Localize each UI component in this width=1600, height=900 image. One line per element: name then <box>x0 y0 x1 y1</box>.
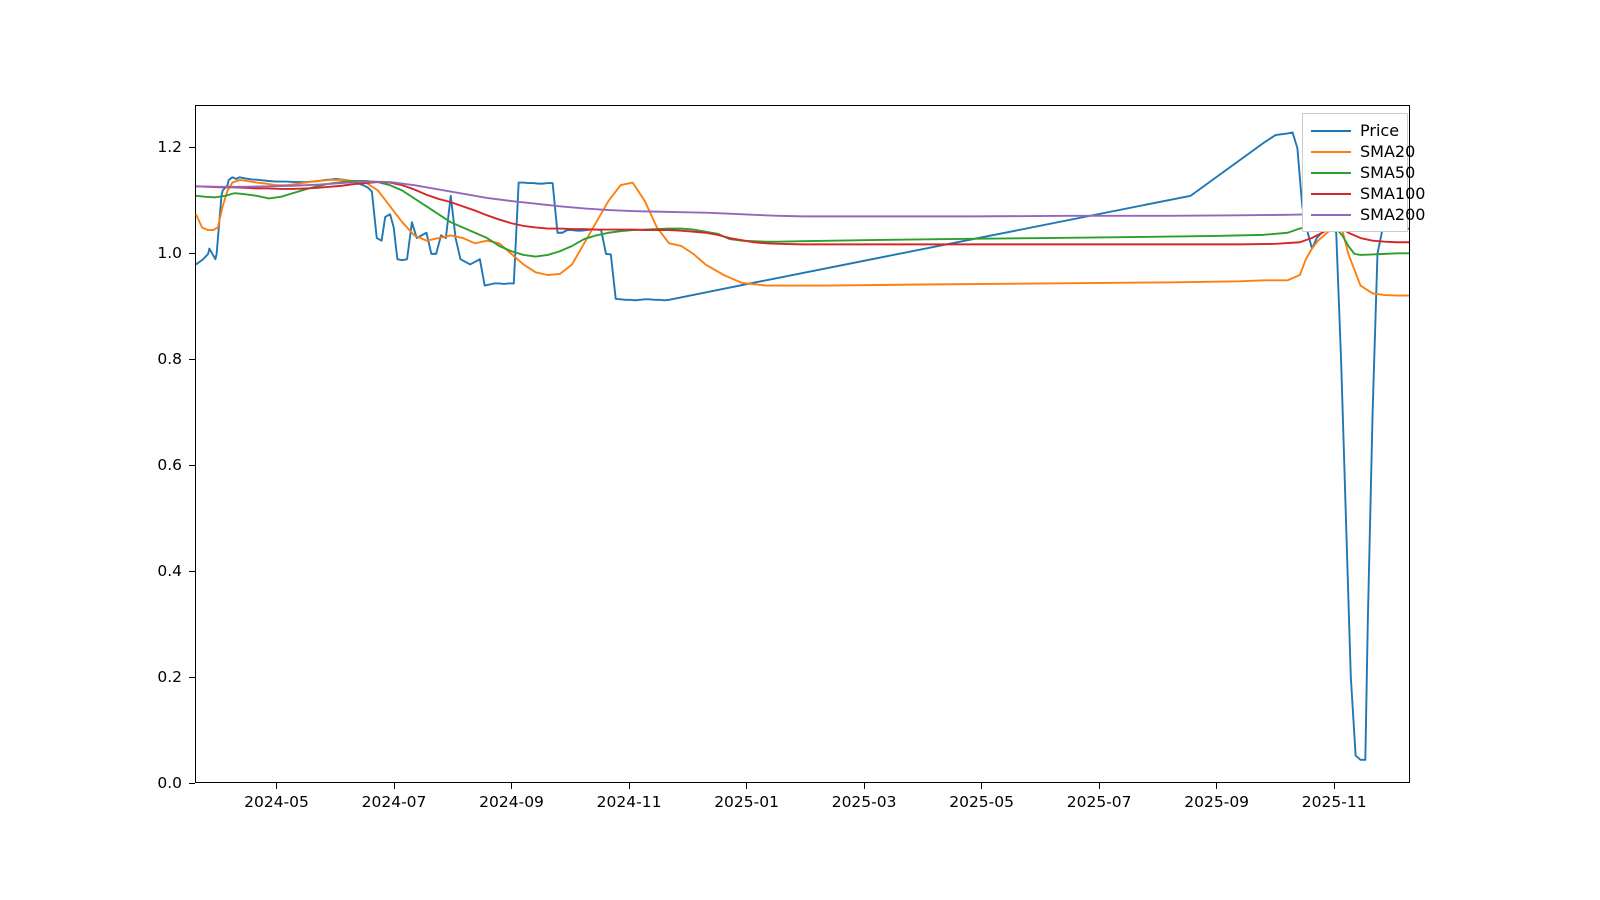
y-tick-label: 0.6 <box>157 456 182 475</box>
x-tick-mark <box>276 783 278 789</box>
x-tick-label: 2025-05 <box>949 793 1014 811</box>
x-tick-label: 2024-09 <box>479 793 544 811</box>
x-tick-mark <box>746 783 748 789</box>
x-tick-mark <box>1098 783 1100 789</box>
series-line-sma200 <box>196 182 1409 217</box>
x-tick-mark <box>1216 783 1218 789</box>
series-line-sma100 <box>196 182 1409 244</box>
y-tick-label: 0.0 <box>157 774 182 792</box>
x-tick-label: 2024-05 <box>244 793 309 811</box>
x-tick-label: 2025-07 <box>1066 793 1132 811</box>
y-tick-mark <box>189 252 195 254</box>
y-tick-label: 0.8 <box>157 350 182 369</box>
y-tick-mark <box>189 464 195 466</box>
chart-legend[interactable]: Price SMA20 SMA50 SMA100 SMA200 <box>1302 113 1425 232</box>
series-canvas <box>196 106 1409 782</box>
y-tick-mark <box>189 146 195 148</box>
x-tick-label: 2024-11 <box>596 793 662 811</box>
x-tick-label: 2024-07 <box>361 793 427 811</box>
x-tick-label: 2025-03 <box>831 793 897 811</box>
legend-entry-sma20[interactable]: SMA20 <box>1311 141 1415 162</box>
y-tick-label: 0.2 <box>157 668 182 687</box>
legend-entry-sma50[interactable]: SMA50 <box>1311 162 1415 183</box>
y-tick-mark <box>189 676 195 678</box>
x-tick-label: 2025-09 <box>1184 793 1250 811</box>
x-tick-mark <box>511 783 513 789</box>
legend-swatch-price <box>1311 129 1351 132</box>
plot-area <box>195 105 1410 783</box>
legend-label: SMA200 <box>1360 204 1426 224</box>
y-tick-label: 1.2 <box>157 138 182 157</box>
legend-label: Price <box>1360 120 1400 140</box>
legend-label: SMA50 <box>1360 162 1416 182</box>
y-tick-mark <box>189 570 195 572</box>
y-tick-mark <box>189 358 195 360</box>
legend-swatch-sma20 <box>1311 150 1351 153</box>
x-tick-mark <box>1333 783 1335 789</box>
x-tick-mark <box>393 783 395 789</box>
x-tick-label: 2025-01 <box>714 793 779 811</box>
legend-swatch-sma50 <box>1311 171 1351 174</box>
legend-entry-price[interactable]: Price <box>1311 120 1400 141</box>
series-line-price <box>196 132 1409 759</box>
y-tick-mark <box>189 782 195 784</box>
legend-entry-sma200[interactable]: SMA200 <box>1311 204 1425 225</box>
legend-label: SMA100 <box>1360 183 1426 203</box>
legend-entry-sma100[interactable]: SMA100 <box>1311 183 1425 204</box>
x-tick-label: 2025-11 <box>1301 793 1367 811</box>
x-tick-mark <box>981 783 983 789</box>
y-tick-label: 0.4 <box>157 562 182 581</box>
x-tick-mark <box>863 783 865 789</box>
y-tick-label: 1.0 <box>157 244 182 263</box>
legend-swatch-sma100 <box>1311 192 1351 195</box>
legend-swatch-sma200 <box>1311 213 1351 216</box>
legend-label: SMA20 <box>1360 141 1416 161</box>
x-tick-mark <box>628 783 630 789</box>
